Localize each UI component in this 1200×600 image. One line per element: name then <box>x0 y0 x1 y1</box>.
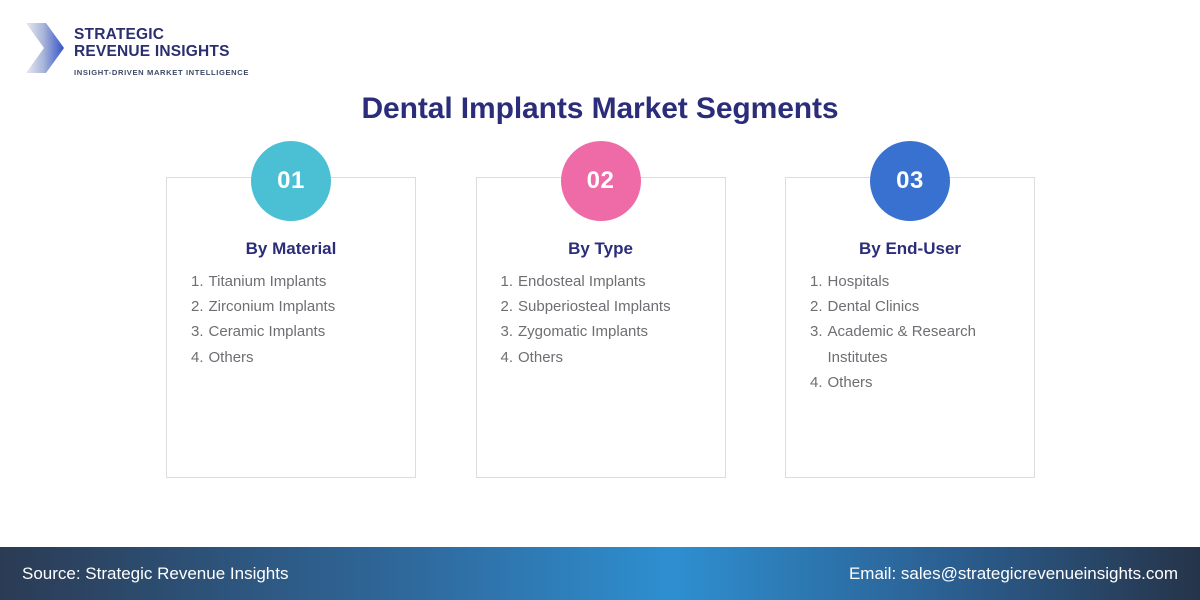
list-item-label: Ceramic Implants <box>208 323 326 341</box>
brand-tagline: INSIGHT-DRIVEN MARKET INTELLIGENCE <box>74 67 250 77</box>
list-item-label: Others <box>208 348 254 366</box>
list-item: 2. Zirconium Implants <box>191 294 405 319</box>
list-item-number: 3. <box>191 323 204 341</box>
list-item-label: Subperiosteal Implants <box>518 298 671 316</box>
chevron-arrow-logo-icon <box>26 23 64 73</box>
list-item-label: Dental Clinics <box>827 298 920 316</box>
list-item-number: 2. <box>191 298 204 316</box>
list-item: 3. Zygomatic Implants <box>501 319 715 344</box>
card-number-badge-03: 03 <box>870 141 950 221</box>
brand-name-line1: STRATEGIC <box>74 26 165 43</box>
segment-card-group: 01 By Material 1. Titanium Implants 2. Zir… <box>166 141 1035 478</box>
card-list-material: 1. Titanium Implants 2. Zirconium Implants… <box>167 269 415 370</box>
list-item-label: Others <box>827 373 873 391</box>
list-item: 3. Ceramic Implants <box>191 319 405 344</box>
segment-card-material: 01 By Material 1. Titanium Implants 2. Zir… <box>166 141 416 478</box>
list-item-label: Zirconium Implants <box>208 298 336 316</box>
list-item-label: Hospitals <box>827 273 890 290</box>
list-item-number: 4. <box>810 373 823 391</box>
card-number-badge-01: 01 <box>251 141 331 221</box>
list-item-number: 1. <box>500 273 514 290</box>
list-item-label: Zygomatic Implants <box>518 323 649 341</box>
list-item: 3. Academic & Research Institutes <box>810 319 1024 369</box>
list-item-number: 2. <box>810 298 823 316</box>
brand-logo-text: STRATEGIC REVENUE INSIGHTS INSIGHT-DRIVE… <box>74 20 249 77</box>
list-item: 2. Subperiosteal Implants <box>501 294 715 319</box>
list-item: 1. Endosteal Implants <box>501 269 715 294</box>
footer-email: Email: sales@strategicrevenueinsights.co… <box>848 563 1178 583</box>
card-heading-material: By Material <box>245 239 337 258</box>
page-title: Dental Implants Market Segments <box>361 92 839 125</box>
list-item-number: 2. <box>500 298 514 316</box>
footer-bar: Source: Strategic Revenue Insights Email… <box>0 547 1200 600</box>
list-item: 2. Dental Clinics <box>810 294 1024 319</box>
card-heading-type: By Type <box>568 239 633 258</box>
list-item: 1. Titanium Implants <box>191 269 405 294</box>
card-list-type: 1. Endosteal Implants 2. Subperiosteal Imp… <box>477 269 725 370</box>
list-item: 1. Hospitals <box>810 269 1024 294</box>
card-number-badge-02: 02 <box>560 141 641 221</box>
list-item-label: Endosteal Implants <box>518 273 646 290</box>
list-item-label: Titanium Implants <box>208 273 327 290</box>
list-item-number: 1. <box>810 273 823 290</box>
list-item: 4. Others <box>191 345 405 370</box>
list-item: 4. Others <box>501 345 715 370</box>
footer-source: Source: Strategic Revenue Insights <box>22 563 289 583</box>
card-list-end-user: 1. Hospitals 2. Dental Clinics 3. Academic … <box>786 269 1034 395</box>
list-item-number: 4. <box>500 348 514 366</box>
list-item-number: 3. <box>810 323 823 341</box>
brand-name-line2: REVENUE INSIGHTS <box>74 43 230 61</box>
list-item-label: Academic & Research Institutes <box>827 323 976 366</box>
list-item-label: Others <box>518 348 564 366</box>
segment-card-type: 02 By Type 1. Endosteal Implants 2. Subper… <box>475 141 726 478</box>
list-item-number: 1. <box>191 273 204 290</box>
list-item-number: 3. <box>500 323 514 341</box>
list-item-number: 4. <box>191 348 204 366</box>
list-item: 4. Others <box>810 370 1024 395</box>
segment-card-end-user: 03 By End-User 1. Hospitals 2. Dental Clin… <box>785 141 1035 478</box>
brand-logo: STRATEGIC REVENUE INSIGHTS INSIGHT-DRIVE… <box>22 20 249 77</box>
card-heading-end-user: By End-User <box>858 239 962 258</box>
